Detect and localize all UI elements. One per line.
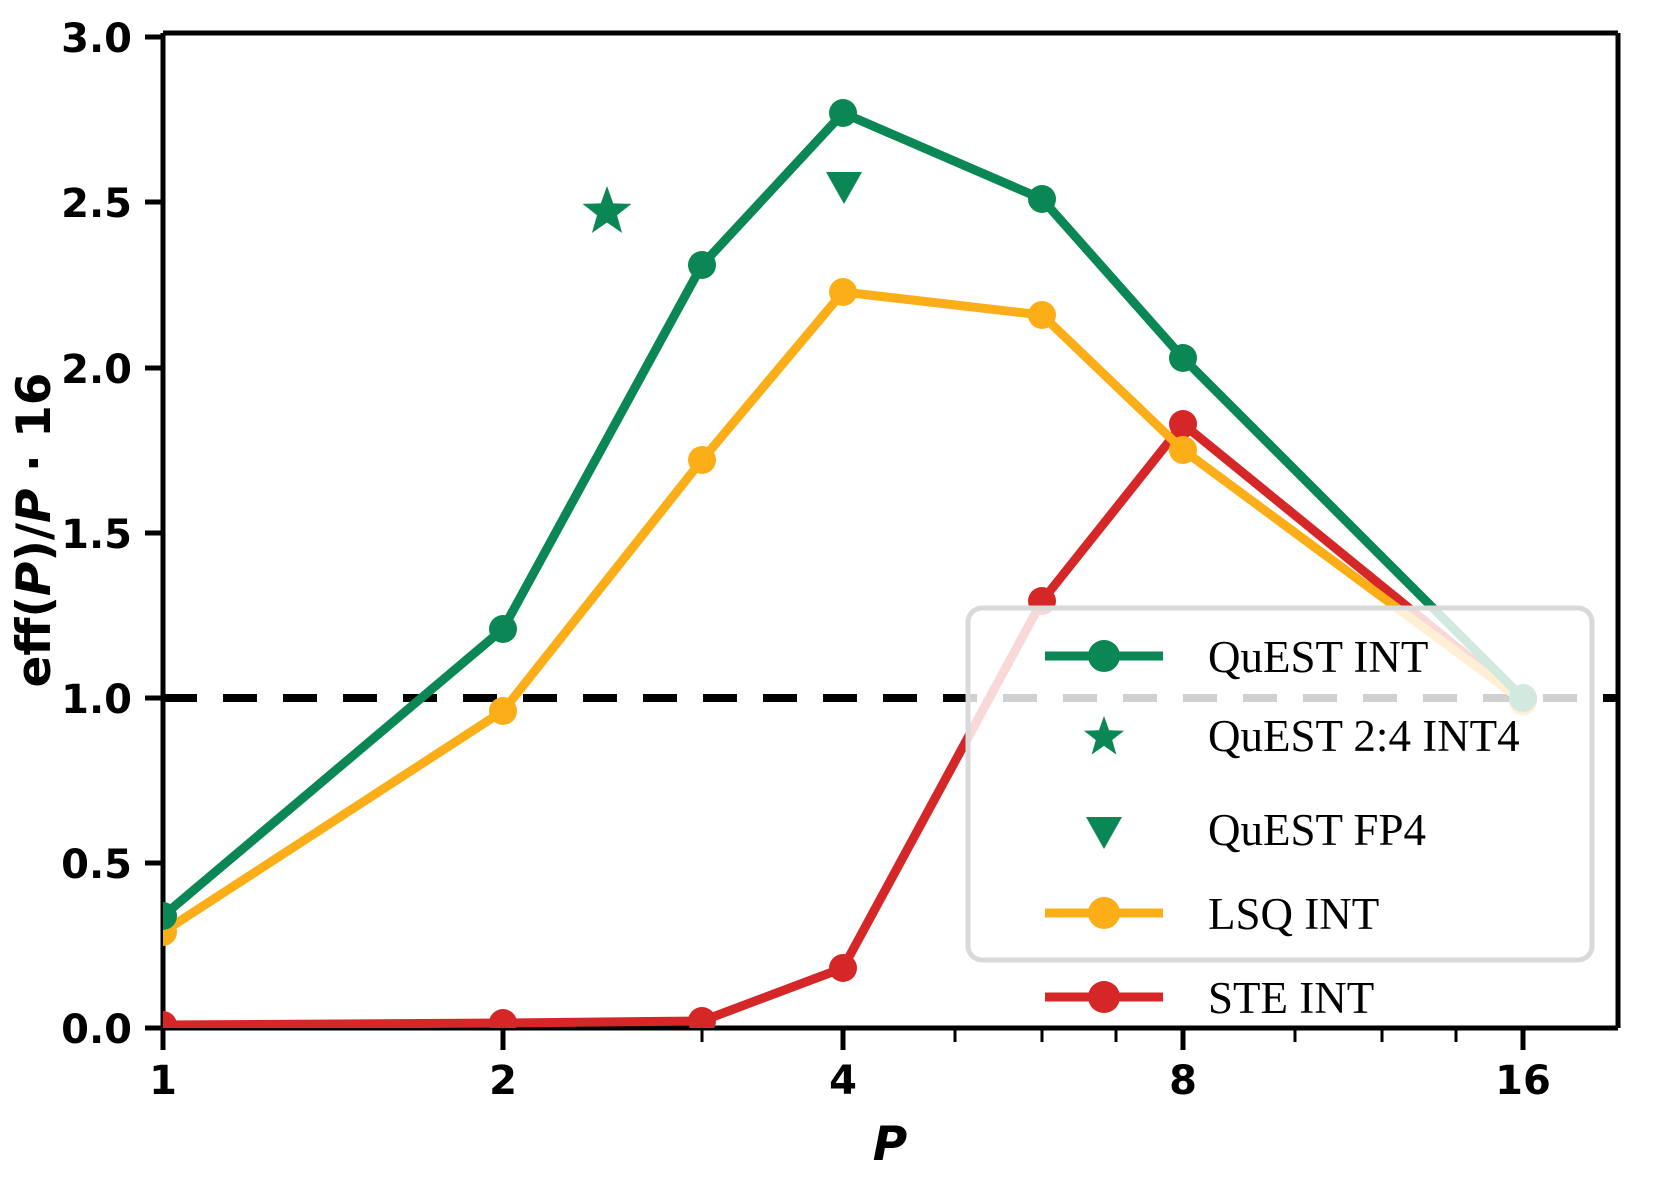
- y-title-var2: P: [7, 489, 62, 523]
- legend-label-quest-24-int4: QuEST 2:4 INT4: [1208, 711, 1520, 761]
- x-tick-label-2: 2: [489, 1058, 517, 1104]
- legend-box: [965, 605, 1595, 963]
- legend-label-ste-int: STE INT: [1208, 973, 1374, 1023]
- legend-marker-circle-icon: [1088, 897, 1120, 929]
- legend-entry-quest-int[interactable]: QuEST INT: [1045, 632, 1428, 682]
- y-tick-label-0: 0.0: [61, 1007, 132, 1053]
- x-axis-minor-ticks: [700, 1028, 1458, 1042]
- y-axis-ticks: [145, 34, 163, 1031]
- y-axis-title: eff(P)/P · 16: [7, 373, 62, 688]
- legend-entry-ste-int[interactable]: STE INT: [1045, 973, 1374, 1023]
- legend-entry-quest-24-int4[interactable]: QuEST 2:4 INT4: [1083, 711, 1520, 761]
- y-tick-label-2: 2.0: [61, 347, 132, 393]
- legend-marker-triangle-down-icon: [1086, 817, 1122, 849]
- legend-label-quest-fp4: QuEST FP4: [1208, 805, 1426, 855]
- y-tick-label-25: 2.5: [61, 181, 132, 227]
- y-title-prefix: eff(: [7, 596, 62, 687]
- legend-marker-circle-icon: [1088, 640, 1120, 672]
- y-tick-label-15: 1.5: [61, 512, 132, 558]
- series-marker-quest-24-int4: [582, 186, 632, 233]
- legend-label-quest-int: QuEST INT: [1208, 632, 1428, 682]
- legend-marker-circle-icon: [1088, 981, 1120, 1013]
- x-tick-label-16: 16: [1495, 1058, 1551, 1104]
- y-title-suffix: · 16: [7, 373, 62, 489]
- x-tick-label-1: 1: [149, 1058, 177, 1104]
- x-tick-label-4: 4: [829, 1058, 857, 1104]
- legend-marker-star-icon: [1083, 716, 1125, 755]
- legend-label-lsq-int: LSQ INT: [1208, 889, 1379, 939]
- y-title-mid: )/: [7, 522, 62, 561]
- y-tick-label-05: 0.5: [61, 842, 132, 888]
- legend-entry-quest-fp4[interactable]: QuEST FP4: [1086, 805, 1426, 855]
- x-axis-major-ticks: [160, 1028, 1526, 1050]
- svg-text:eff(P)/P · 16: eff(P)/P · 16: [7, 373, 62, 688]
- series-marker-quest-fp4: [826, 172, 862, 204]
- y-tick-label-1: 1.0: [61, 677, 132, 723]
- y-title-var1: P: [7, 562, 62, 596]
- legend-entry-lsq-int[interactable]: LSQ INT: [1045, 889, 1379, 939]
- chart-legend: QuEST INT QuEST 2:4 INT4 QuEST FP4 LSQ I…: [965, 605, 1595, 1023]
- y-tick-label-3: 3.0: [61, 16, 132, 62]
- x-tick-label-8: 8: [1169, 1058, 1197, 1104]
- x-axis-title: P: [873, 1117, 907, 1172]
